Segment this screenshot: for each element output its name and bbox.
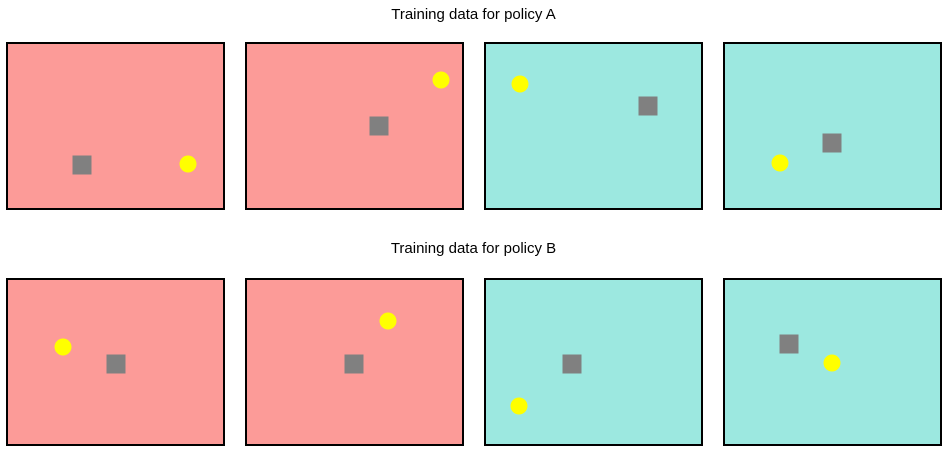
gray-square-object xyxy=(638,96,658,116)
policy-a-panel-row xyxy=(6,42,942,210)
environment-panel-teal xyxy=(723,278,942,446)
gray-square-object xyxy=(369,116,389,136)
gray-square-object xyxy=(106,354,126,374)
gray-square-object xyxy=(779,334,799,354)
yellow-circle-object xyxy=(54,338,72,356)
environment-panel-teal xyxy=(723,42,942,210)
gray-square-object xyxy=(822,133,842,153)
yellow-circle-object xyxy=(379,312,397,330)
environment-panel-pink xyxy=(6,42,225,210)
policy-b-title: Training data for policy B xyxy=(390,240,557,257)
yellow-circle-object xyxy=(771,154,789,172)
gray-square-object xyxy=(72,155,92,175)
yellow-circle-object xyxy=(511,75,529,93)
policy-b-panel-row xyxy=(6,278,942,446)
environment-panel-teal xyxy=(484,42,703,210)
gray-square-object xyxy=(562,354,582,374)
environment-panel-pink xyxy=(245,42,464,210)
yellow-circle-object xyxy=(510,397,528,415)
environment-panel-pink xyxy=(245,278,464,446)
yellow-circle-object xyxy=(823,354,841,372)
environment-panel-teal xyxy=(484,278,703,446)
gray-square-object xyxy=(344,354,364,374)
policy-a-title: Training data for policy A xyxy=(391,6,556,23)
yellow-circle-object xyxy=(432,71,450,89)
yellow-circle-object xyxy=(179,155,197,173)
environment-panel-pink xyxy=(6,278,225,446)
